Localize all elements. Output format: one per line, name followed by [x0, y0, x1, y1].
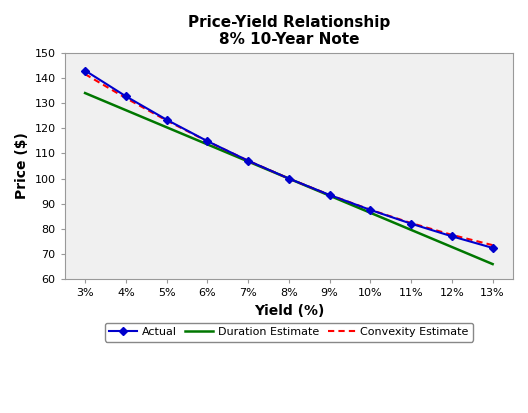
Convexity Estimate — [286, 176, 292, 181]
Convexity Estimate — [122, 95, 129, 100]
Line: Actual: Actual — [82, 68, 495, 251]
Actual — [245, 158, 251, 163]
Duration Estimate — [449, 244, 455, 249]
Convexity Estimate — [367, 207, 373, 212]
Actual — [82, 68, 88, 73]
Line: Convexity Estimate: Convexity Estimate — [85, 74, 493, 245]
Convexity Estimate — [408, 221, 414, 225]
Convexity Estimate — [326, 192, 333, 197]
Duration Estimate — [286, 176, 292, 181]
Title: Price-Yield Relationship
8% 10-Year Note: Price-Yield Relationship 8% 10-Year Note — [188, 15, 390, 47]
Actual — [408, 221, 414, 226]
Duration Estimate — [204, 142, 211, 147]
Line: Duration Estimate: Duration Estimate — [85, 93, 493, 264]
Duration Estimate — [245, 159, 251, 164]
Actual — [489, 245, 496, 250]
Duration Estimate — [489, 261, 496, 266]
Actual — [164, 117, 170, 122]
Duration Estimate — [408, 228, 414, 233]
Actual — [367, 207, 373, 212]
Actual — [122, 94, 129, 99]
Convexity Estimate — [245, 158, 251, 163]
Duration Estimate — [122, 108, 129, 113]
Actual — [204, 139, 211, 144]
Actual — [326, 192, 333, 197]
Actual — [286, 176, 292, 181]
Legend: Actual, Duration Estimate, Convexity Estimate: Actual, Duration Estimate, Convexity Est… — [105, 323, 473, 342]
Duration Estimate — [326, 193, 333, 198]
Convexity Estimate — [449, 233, 455, 237]
Convexity Estimate — [489, 243, 496, 248]
Duration Estimate — [164, 125, 170, 130]
X-axis label: Yield (%): Yield (%) — [253, 304, 324, 318]
Convexity Estimate — [82, 71, 88, 76]
Convexity Estimate — [204, 139, 211, 144]
Duration Estimate — [82, 90, 88, 95]
Duration Estimate — [367, 210, 373, 215]
Y-axis label: Price ($): Price ($) — [15, 133, 29, 199]
Convexity Estimate — [164, 118, 170, 123]
Actual — [449, 234, 455, 239]
